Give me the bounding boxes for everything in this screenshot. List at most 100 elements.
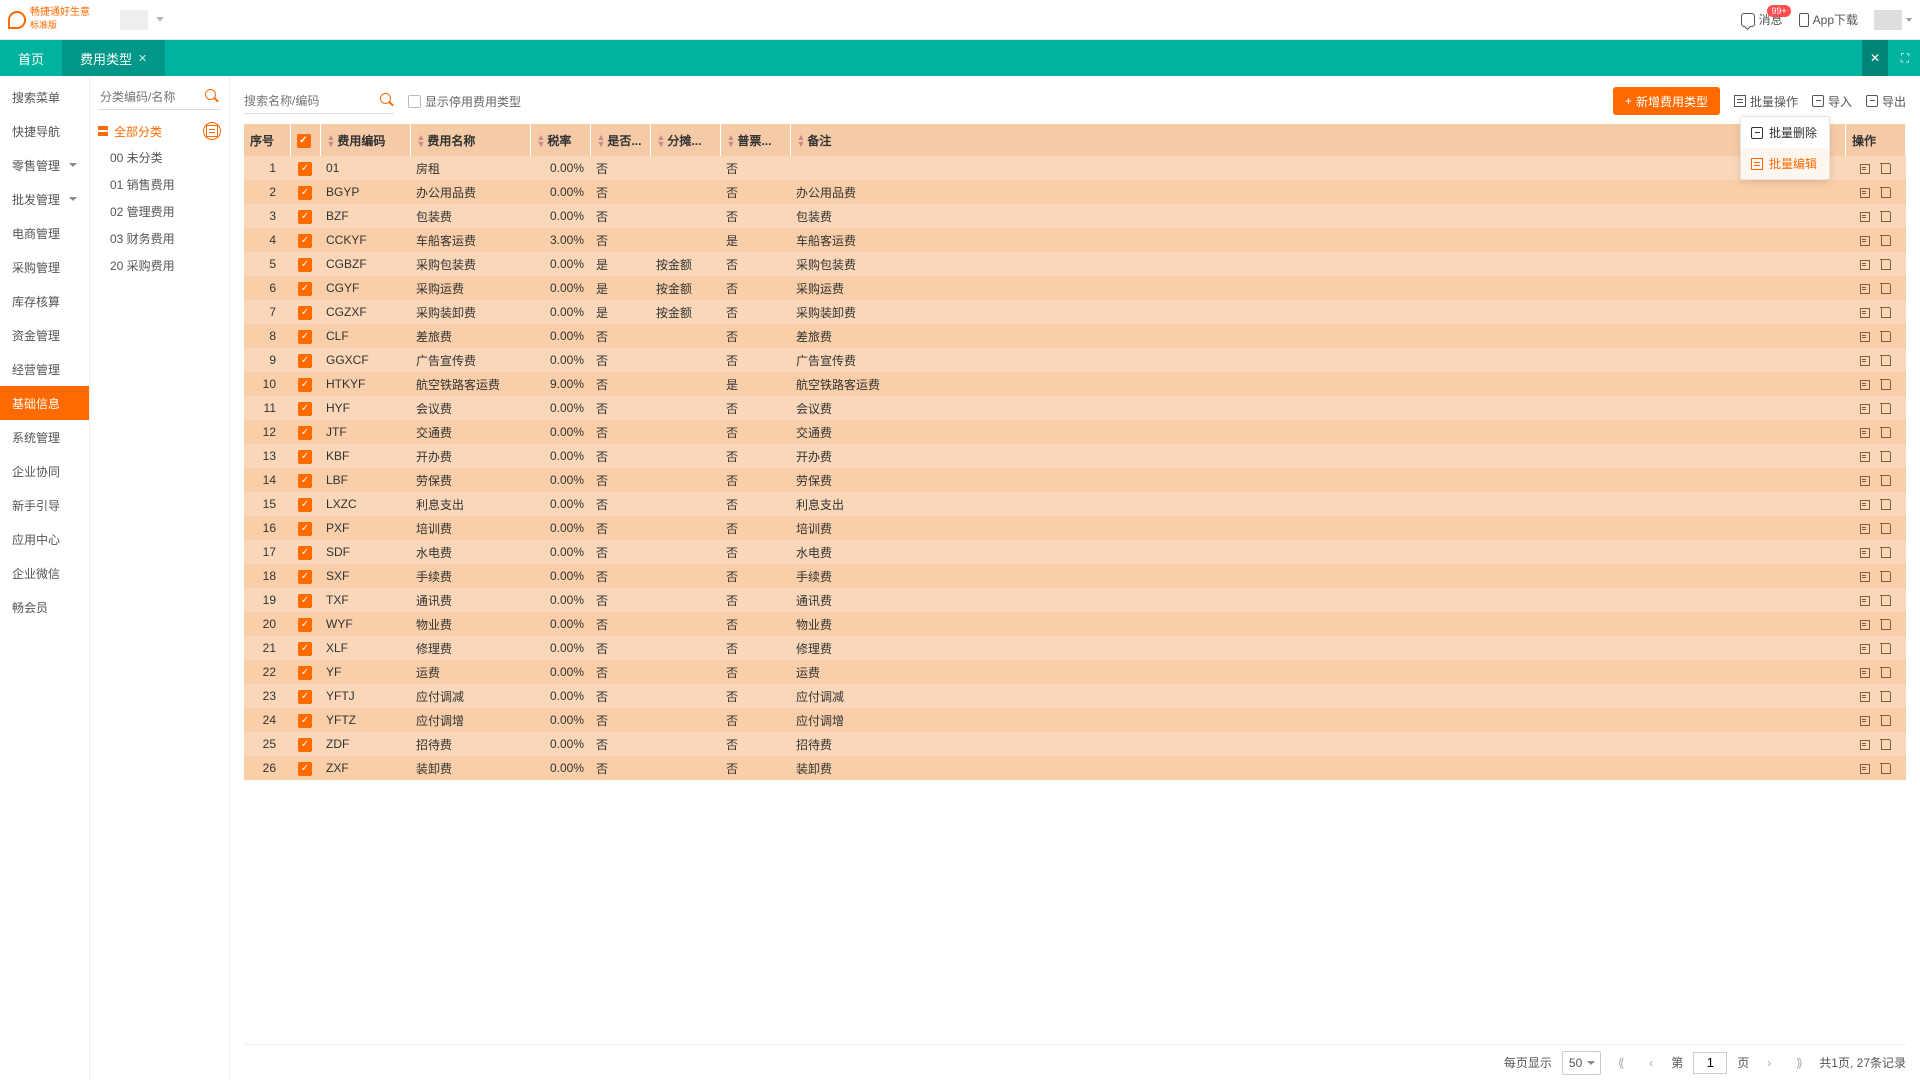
pager-next[interactable]: › <box>1759 1053 1779 1073</box>
edit-icon[interactable] <box>1860 186 1872 198</box>
delete-icon[interactable] <box>1880 474 1892 486</box>
delete-icon[interactable] <box>1880 618 1892 630</box>
delete-icon[interactable] <box>1880 762 1892 774</box>
edit-icon[interactable] <box>1860 546 1872 558</box>
delete-icon[interactable] <box>1880 426 1892 438</box>
edit-icon[interactable] <box>1860 306 1872 318</box>
col-rate[interactable]: ▲▼税率 <box>530 124 590 156</box>
cell-checkbox[interactable]: ✓ <box>290 564 320 588</box>
delete-icon[interactable] <box>1880 330 1892 342</box>
fullscreen-icon[interactable]: ⛶ <box>1896 40 1914 76</box>
category-edit-button[interactable] <box>203 122 221 140</box>
category-item[interactable]: 00 未分类 <box>90 144 229 171</box>
edit-icon[interactable] <box>1860 522 1872 534</box>
category-all[interactable]: 全部分类 <box>90 118 229 144</box>
cell-checkbox[interactable]: ✓ <box>290 324 320 348</box>
nav-item[interactable]: 采购管理 <box>0 250 89 284</box>
col-name[interactable]: ▲▼费用名称 <box>410 124 530 156</box>
edit-icon[interactable] <box>1860 666 1872 678</box>
edit-icon[interactable] <box>1860 282 1872 294</box>
cell-checkbox[interactable]: ✓ <box>290 612 320 636</box>
edit-icon[interactable] <box>1860 570 1872 582</box>
cell-checkbox[interactable]: ✓ <box>290 732 320 756</box>
cell-checkbox[interactable]: ✓ <box>290 396 320 420</box>
delete-icon[interactable] <box>1880 378 1892 390</box>
cell-checkbox[interactable]: ✓ <box>290 636 320 660</box>
cell-checkbox[interactable]: ✓ <box>290 660 320 684</box>
nav-item[interactable]: 基础信息 <box>0 386 89 420</box>
edit-icon[interactable] <box>1860 258 1872 270</box>
delete-icon[interactable] <box>1880 354 1892 366</box>
per-page-select[interactable]: 50 <box>1562 1051 1601 1075</box>
delete-icon[interactable] <box>1880 450 1892 462</box>
nav-item[interactable]: 库存核算 <box>0 284 89 318</box>
col-yn2[interactable]: ▲▼普票... <box>720 124 790 156</box>
edit-icon[interactable] <box>1860 234 1872 246</box>
delete-icon[interactable] <box>1880 282 1892 294</box>
edit-icon[interactable] <box>1860 642 1872 654</box>
category-search-input[interactable] <box>98 84 221 110</box>
nav-item[interactable]: 搜索菜单 <box>0 80 89 114</box>
cell-checkbox[interactable]: ✓ <box>290 348 320 372</box>
delete-icon[interactable] <box>1880 234 1892 246</box>
col-alloc[interactable]: ▲▼分摊... <box>650 124 720 156</box>
tab-home[interactable]: 首页 <box>0 40 62 76</box>
col-seq[interactable]: 序号 <box>244 124 290 156</box>
cell-checkbox[interactable]: ✓ <box>290 372 320 396</box>
edit-icon[interactable] <box>1860 594 1872 606</box>
export-button[interactable]: 导出 <box>1866 93 1906 110</box>
nav-item[interactable]: 新手引导 <box>0 488 89 522</box>
edit-icon[interactable] <box>1860 354 1872 366</box>
nav-item[interactable]: 企业微信 <box>0 556 89 590</box>
edit-icon[interactable] <box>1860 498 1872 510</box>
delete-icon[interactable] <box>1880 258 1892 270</box>
delete-icon[interactable] <box>1880 714 1892 726</box>
edit-icon[interactable] <box>1860 210 1872 222</box>
cell-checkbox[interactable]: ✓ <box>290 420 320 444</box>
edit-icon[interactable] <box>1860 474 1872 486</box>
nav-item[interactable]: 企业协同 <box>0 454 89 488</box>
cell-checkbox[interactable]: ✓ <box>290 444 320 468</box>
search-icon[interactable] <box>380 93 394 107</box>
nav-item[interactable]: 批发管理 <box>0 182 89 216</box>
tabbar-close-button[interactable]: ✕ <box>1862 40 1888 76</box>
category-item[interactable]: 01 销售费用 <box>90 171 229 198</box>
pager-first[interactable]: ⟪ <box>1611 1053 1631 1073</box>
delete-icon[interactable] <box>1880 642 1892 654</box>
pager-prev[interactable]: ‹ <box>1641 1053 1661 1073</box>
tab-current[interactable]: 费用类型 ✕ <box>62 40 165 76</box>
edit-icon[interactable] <box>1860 378 1872 390</box>
cell-checkbox[interactable]: ✓ <box>290 756 320 780</box>
delete-icon[interactable] <box>1880 594 1892 606</box>
messages-link[interactable]: 消息 99+ <box>1741 11 1783 28</box>
cell-checkbox[interactable]: ✓ <box>290 180 320 204</box>
import-button[interactable]: 导入 <box>1812 93 1852 110</box>
nav-item[interactable]: 零售管理 <box>0 148 89 182</box>
nav-item[interactable]: 资金管理 <box>0 318 89 352</box>
delete-icon[interactable] <box>1880 210 1892 222</box>
cell-checkbox[interactable]: ✓ <box>290 468 320 492</box>
nav-item[interactable]: 电商管理 <box>0 216 89 250</box>
org-selector[interactable] <box>120 10 164 30</box>
app-download-link[interactable]: App下载 <box>1799 11 1858 28</box>
batch-delete-item[interactable]: 批量删除 <box>1741 117 1829 148</box>
delete-icon[interactable] <box>1880 738 1892 750</box>
delete-icon[interactable] <box>1880 690 1892 702</box>
edit-icon[interactable] <box>1860 162 1872 174</box>
cell-checkbox[interactable]: ✓ <box>290 228 320 252</box>
delete-icon[interactable] <box>1880 570 1892 582</box>
nav-item[interactable]: 应用中心 <box>0 522 89 556</box>
nav-item[interactable]: 系统管理 <box>0 420 89 454</box>
close-icon[interactable]: ✕ <box>138 52 147 65</box>
edit-icon[interactable] <box>1860 762 1872 774</box>
delete-icon[interactable] <box>1880 522 1892 534</box>
col-code[interactable]: ▲▼费用编码 <box>320 124 410 156</box>
nav-item[interactable]: 快捷导航 <box>0 114 89 148</box>
cell-checkbox[interactable]: ✓ <box>290 276 320 300</box>
edit-icon[interactable] <box>1860 450 1872 462</box>
batch-button[interactable]: 批量操作 <box>1734 93 1798 110</box>
edit-icon[interactable] <box>1860 690 1872 702</box>
edit-icon[interactable] <box>1860 426 1872 438</box>
delete-icon[interactable] <box>1880 498 1892 510</box>
search-icon[interactable] <box>205 89 219 103</box>
